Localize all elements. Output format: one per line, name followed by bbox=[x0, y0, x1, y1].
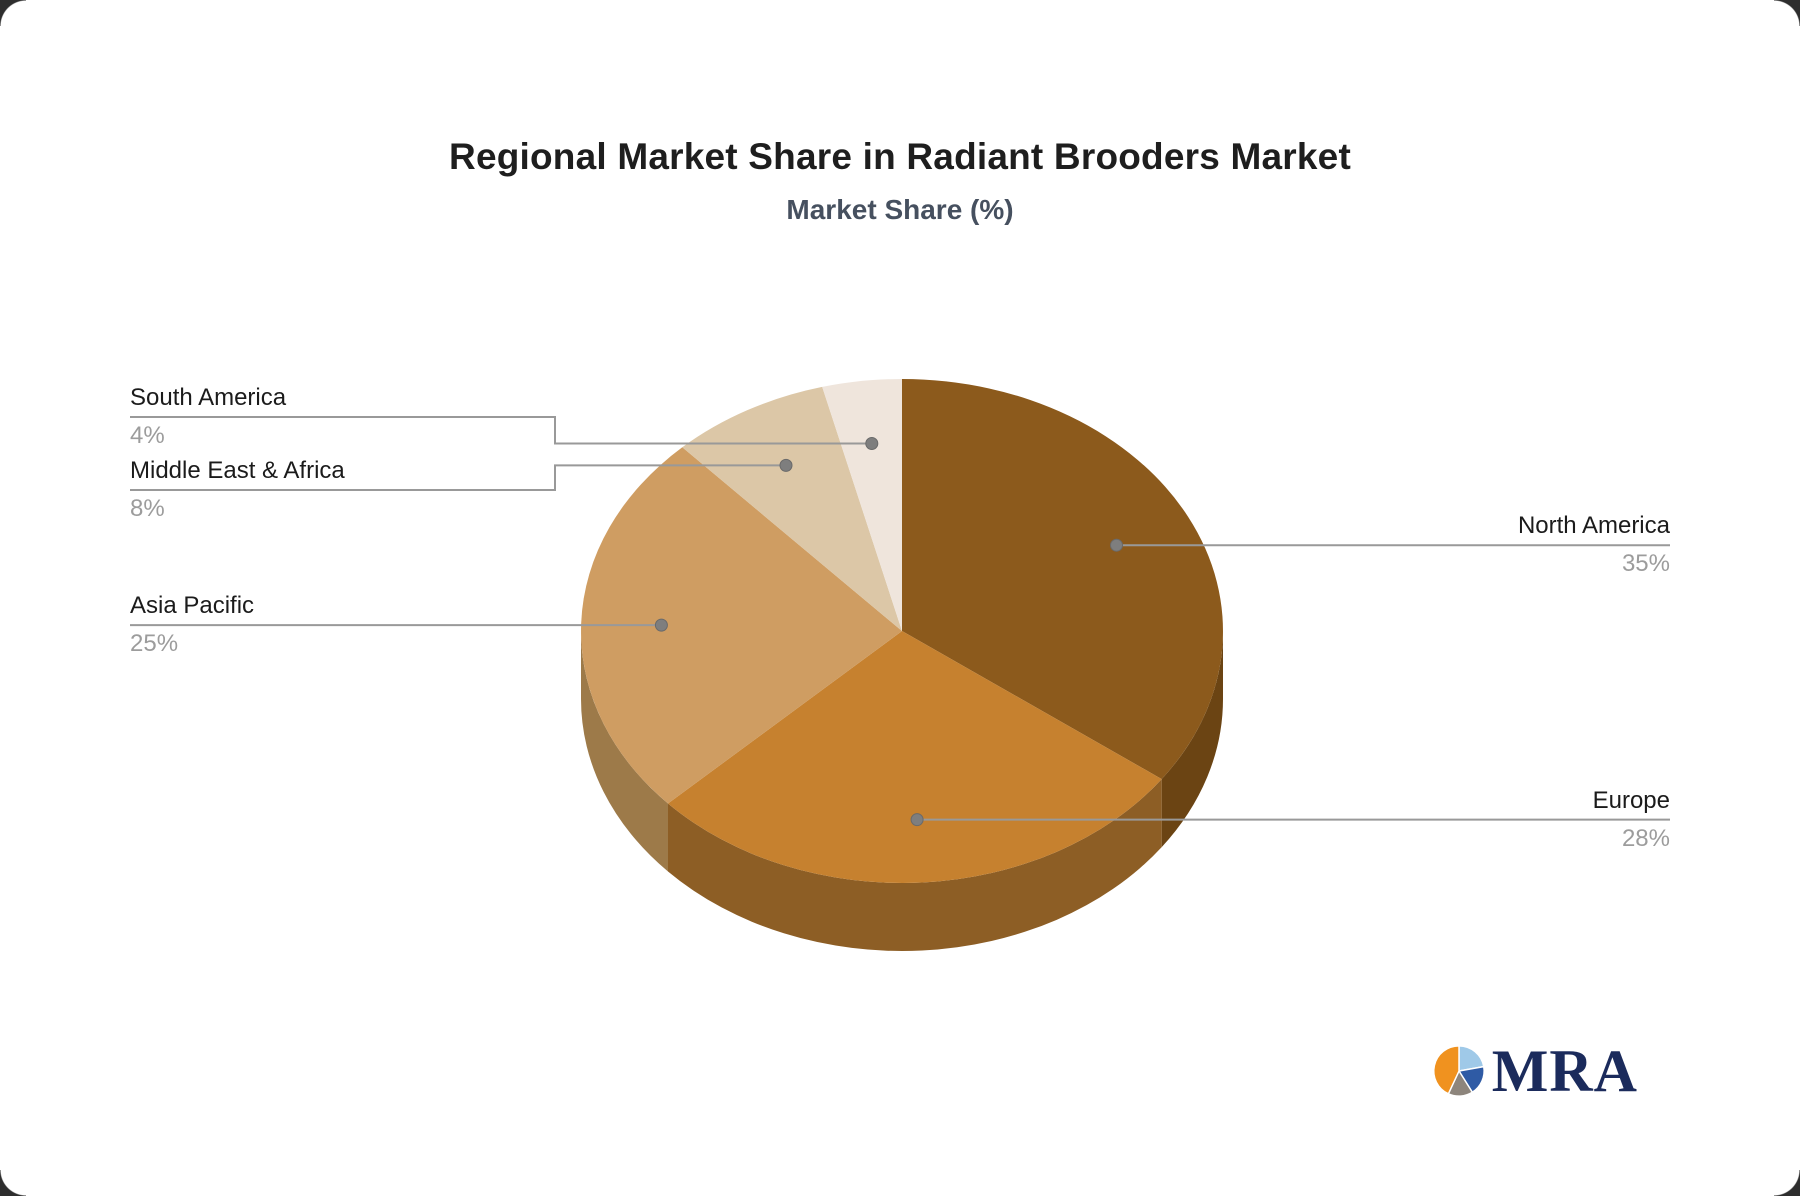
slice-percent: 28% bbox=[1621, 824, 1670, 852]
slice-north-america bbox=[902, 379, 1223, 780]
slice-side-north-america bbox=[1161, 631, 1223, 848]
leader-dot-north-america bbox=[1110, 538, 1123, 552]
label-block-north-america: North America 35% bbox=[1518, 511, 1670, 579]
label-block-middle-east-africa: Middle East & Africa 8% bbox=[130, 456, 345, 524]
leader-dot-europe bbox=[910, 813, 924, 827]
leader-dot-asia-pacific bbox=[654, 618, 668, 632]
slice-side-asia-pacific bbox=[581, 631, 668, 872]
chart-title: Regional Market Share in Radiant Brooder… bbox=[449, 136, 1351, 177]
leader-dot-middle-east-africa bbox=[779, 458, 793, 472]
label-block-asia-pacific: Asia Pacific 25% bbox=[130, 591, 254, 659]
slice-label: Asia Pacific bbox=[130, 592, 255, 620]
screenshot-corner bbox=[1774, 0, 1800, 26]
slice-label: South America bbox=[130, 384, 287, 411]
mra-logo: MRA bbox=[1430, 1036, 1638, 1106]
leader-line-south-america bbox=[130, 416, 872, 445]
slice-label: North America bbox=[1517, 512, 1670, 540]
slice-label: Europe bbox=[1592, 786, 1670, 814]
leader-dot-south-america bbox=[865, 437, 879, 450]
screenshot-corner bbox=[1774, 1170, 1800, 1196]
logo-text: MRA bbox=[1491, 1038, 1638, 1104]
slice-side-europe bbox=[668, 779, 1162, 951]
slice-middle-east-africa bbox=[682, 386, 902, 631]
chart-subtitle: Market Share (%) bbox=[786, 194, 1014, 225]
label-block-south-america: South America 4% bbox=[130, 383, 286, 451]
slice-asia-pacific bbox=[581, 447, 902, 804]
slice-percent: 35% bbox=[1621, 550, 1670, 578]
slice-percent: 4% bbox=[130, 422, 165, 449]
screenshot-corner bbox=[0, 1170, 26, 1196]
label-block-europe: Europe 28% bbox=[1593, 786, 1670, 854]
slice-south-america bbox=[822, 379, 902, 631]
logo-pie-wedge bbox=[1432, 1045, 1460, 1095]
slice-percent: 25% bbox=[130, 630, 179, 658]
leader-line-middle-east-africa bbox=[130, 464, 786, 491]
screenshot-corner bbox=[0, 0, 26, 26]
slice-percent: 8% bbox=[130, 495, 165, 522]
slice-label: Middle East & Africa bbox=[130, 457, 345, 484]
pie-chart-icon bbox=[1432, 1045, 1485, 1097]
